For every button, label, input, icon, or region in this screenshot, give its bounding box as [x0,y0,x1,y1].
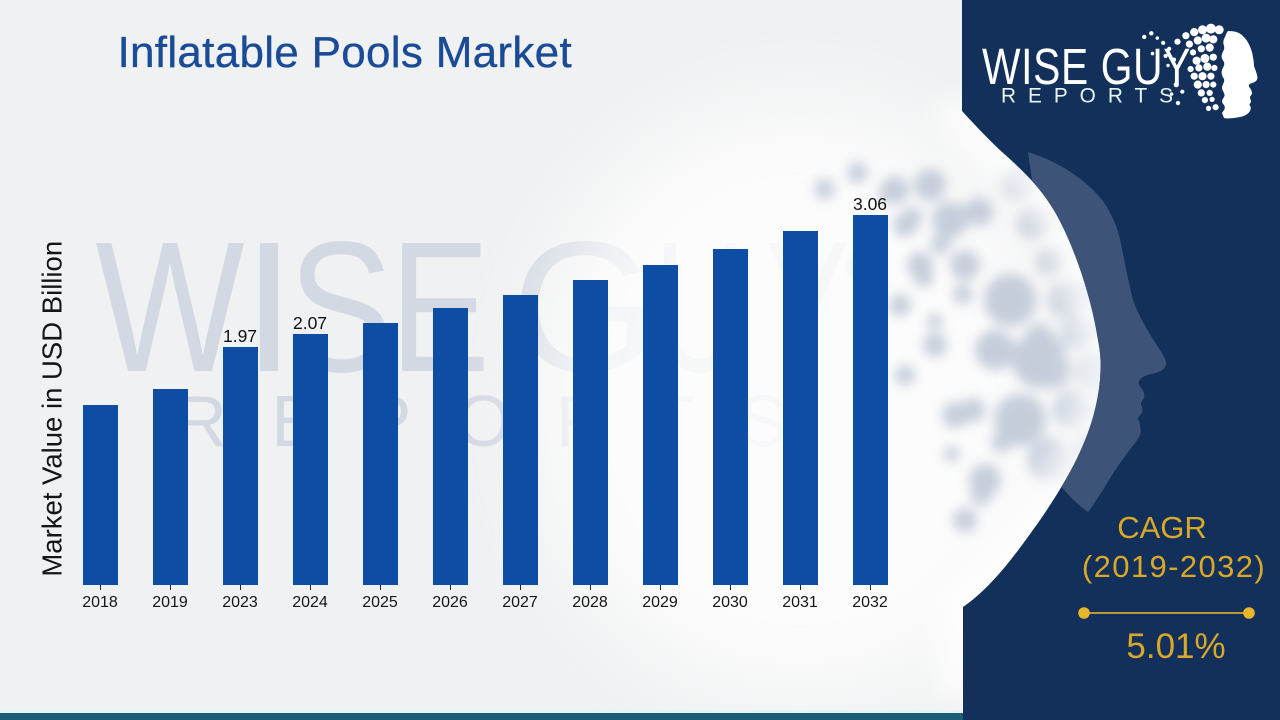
svg-text:WISE GUY: WISE GUY [982,38,1191,95]
svg-text:REPORTS: REPORTS [1001,85,1179,108]
svg-text:W: W [95,203,244,411]
